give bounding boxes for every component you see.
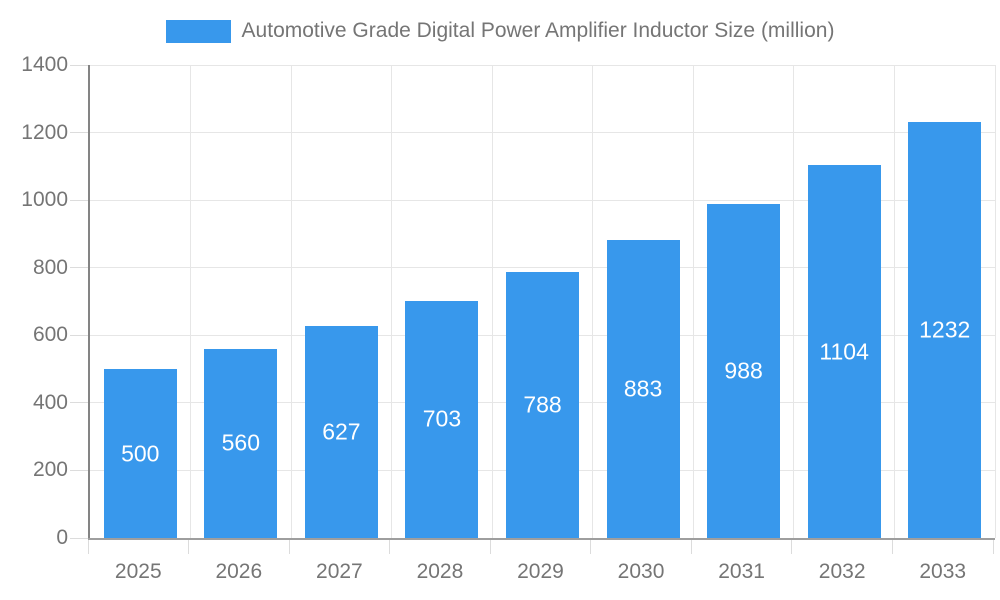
bar-value-label: 560 (221, 429, 261, 456)
v-gridline (793, 65, 795, 538)
x-tick-label: 2033 (919, 560, 967, 583)
x-axis-line (88, 538, 995, 540)
v-gridline (491, 65, 493, 538)
x-tick-label: 2032 (818, 560, 866, 583)
y-tick-mark (70, 64, 88, 66)
bar-value-label: 1104 (819, 338, 869, 364)
x-tick-label: 2031 (718, 560, 765, 583)
plot-area: 500 560 627 703 788 883 988 1104 1232 (88, 64, 996, 540)
y-tick-mark (70, 469, 88, 471)
v-gridline (391, 65, 393, 538)
y-tick-mark (70, 334, 88, 336)
x-tick-label: 2027 (316, 560, 363, 583)
y-tick-mark (70, 132, 88, 134)
y-tick-label: 0 (56, 526, 68, 549)
y-tick-mark (70, 537, 88, 539)
x-tick-mark (891, 538, 893, 554)
y-tick-mark (70, 402, 88, 404)
x-tick-mark (389, 538, 391, 554)
v-gridline (692, 65, 694, 538)
v-gridline (994, 65, 996, 538)
x-tick-mark (489, 538, 491, 554)
bar: 500 (103, 369, 177, 538)
v-gridline (290, 65, 292, 538)
bar-value-label: 703 (422, 405, 462, 432)
h-gridline (90, 267, 995, 269)
bar: 1232 (908, 121, 982, 538)
legend-swatch (165, 19, 231, 43)
y-tick-mark (70, 267, 88, 269)
v-gridline (190, 65, 192, 538)
h-gridline (90, 132, 995, 134)
legend-label: Automotive Grade Digital Power Amplifier… (241, 19, 835, 42)
bar: 1104 (807, 165, 881, 538)
bar: 883 (606, 239, 680, 538)
bar-value-label: 988 (724, 357, 763, 384)
bar-value-label: 1232 (919, 316, 971, 343)
bar-value-label: 627 (322, 418, 361, 445)
bar-value-label: 788 (523, 391, 562, 418)
x-tick-mark (992, 538, 994, 554)
y-tick-label: 1200 (21, 120, 68, 144)
x-tick-mark (188, 538, 190, 554)
bar: 788 (506, 271, 579, 538)
y-tick-label: 1400 (21, 53, 68, 76)
y-tick-label: 1000 (21, 188, 68, 212)
h-gridline (90, 199, 995, 201)
x-tick-label: 2029 (517, 560, 564, 583)
bar-value-label: 883 (623, 375, 663, 402)
y-tick-label: 600 (32, 323, 68, 347)
x-tick-mark (590, 538, 592, 554)
x-tick-mark (791, 538, 793, 554)
bar: 703 (405, 300, 479, 538)
x-tick-label: 2028 (416, 560, 464, 583)
bar: 988 (707, 204, 781, 538)
y-tick-label: 400 (32, 390, 68, 414)
x-tick-mark (690, 538, 692, 554)
h-gridline (90, 64, 995, 66)
y-tick-label: 200 (32, 458, 68, 482)
y-tick-label: 800 (32, 255, 68, 279)
bar-value-label: 500 (121, 440, 160, 467)
bar: 627 (304, 326, 378, 538)
v-gridline (592, 65, 594, 538)
bar: 560 (204, 348, 278, 538)
x-tick-label: 2025 (114, 560, 162, 583)
x-tick-mark (288, 538, 290, 554)
y-tick-mark (70, 199, 88, 201)
legend: Automotive Grade Digital Power Amplifier… (0, 19, 1000, 43)
x-tick-label: 2026 (215, 560, 263, 583)
v-gridline (893, 65, 895, 538)
x-tick-mark (87, 538, 89, 554)
x-tick-label: 2030 (617, 560, 665, 583)
